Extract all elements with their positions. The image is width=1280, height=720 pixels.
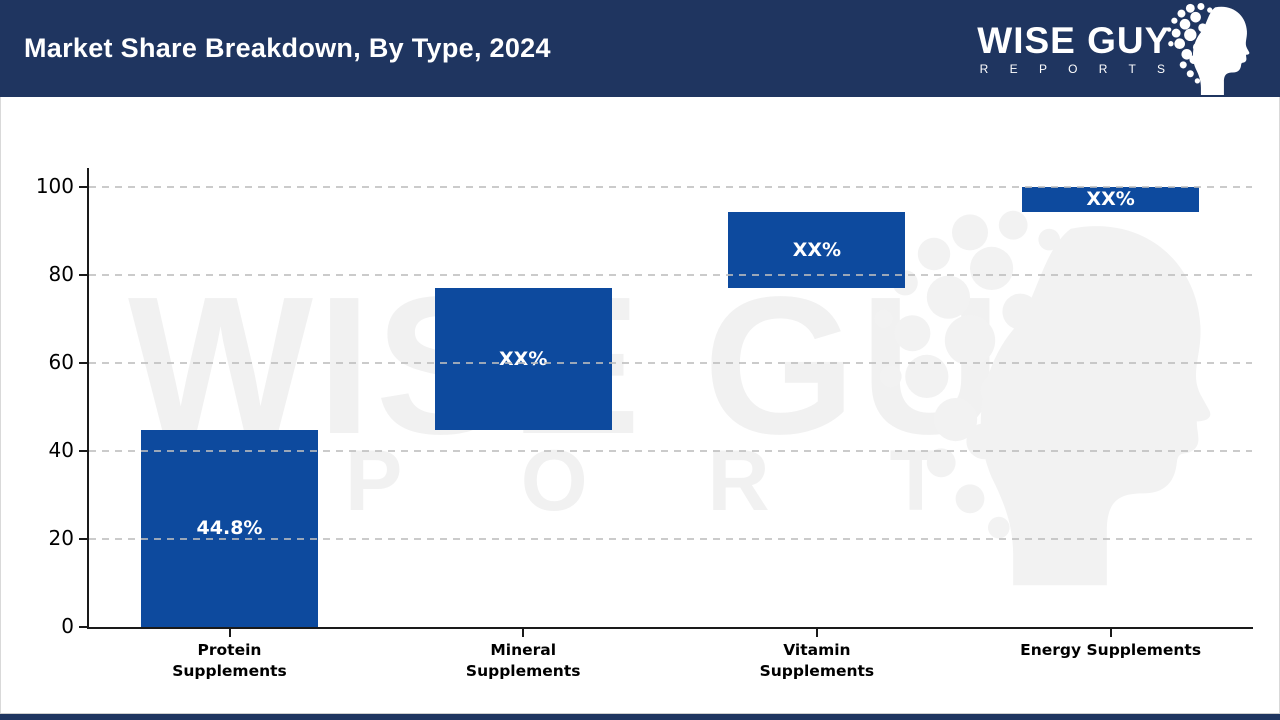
bar-value-label: XX%: [499, 347, 548, 370]
x-tick-mark: [228, 629, 231, 637]
bar-value-label: XX%: [792, 238, 842, 261]
category-label: Vitamin Supplements: [667, 640, 967, 682]
y-tick-label: 40: [48, 438, 74, 462]
category-label-line: Supplements: [172, 662, 287, 680]
y-tick-mark: [79, 362, 87, 364]
category-label: Protein Supplements: [80, 640, 380, 682]
logo-wordmark-main: WISE GUY: [977, 19, 1171, 61]
y-axis-line: [87, 168, 89, 629]
category-label-line: Supplements: [759, 662, 875, 680]
gridline: [89, 186, 1252, 188]
category-label-line: Energy Supplements: [1020, 641, 1202, 659]
wise-guy-logo: WISE GUY R E P O R T S: [974, 2, 1256, 95]
category-label-line: Protein: [197, 641, 262, 659]
bar-value-label: XX%: [1086, 188, 1135, 211]
logo-wordmark-sub: R E P O R T S: [979, 61, 1174, 76]
category-label-line: Vitamin: [783, 641, 851, 659]
y-tick-mark: [79, 538, 87, 540]
gridline: [89, 450, 1252, 452]
y-tick-label: 0: [61, 614, 74, 638]
x-axis-line: [87, 627, 1253, 629]
bar-vitamin-supplements: XX%: [728, 211, 906, 288]
logo-face-icon: [1166, 2, 1250, 95]
bar-mineral-supplements: XX%: [434, 287, 612, 430]
category-label: Energy Supplements: [961, 640, 1261, 661]
watermark-face-icon: [874, 210, 1211, 586]
y-tick-label: 20: [48, 526, 74, 550]
page-title: Market Share Breakdown, By Type, 2024: [24, 33, 551, 63]
gridline: [89, 538, 1252, 540]
gridline: [89, 362, 1252, 364]
gridline: [89, 274, 1252, 276]
bar-protein-supplements: 44.8%: [141, 429, 318, 627]
x-tick-mark: [522, 629, 525, 637]
y-tick-mark: [79, 274, 87, 276]
category-label-line: Supplements: [465, 662, 581, 680]
x-tick-mark: [1109, 629, 1112, 637]
y-tick-label: 60: [48, 350, 74, 374]
y-tick-mark: [79, 450, 87, 452]
x-tick-mark: [815, 629, 818, 637]
y-tick-mark: [79, 626, 87, 628]
bar-energy-supplements: XX%: [1022, 187, 1200, 212]
category-label: Mineral Supplements: [373, 640, 673, 682]
y-tick-label: 80: [48, 262, 74, 286]
logo-wordmark: WISE GUY R E P O R T S: [974, 22, 1174, 76]
header: Market Share Breakdown, By Type, 2024 WI…: [0, 0, 1280, 97]
footer-bar: [0, 713, 1280, 720]
category-label-line: Mineral: [490, 641, 557, 659]
bar-value-label: 44.8%: [196, 517, 263, 540]
y-tick-label: 100: [35, 174, 74, 198]
y-tick-mark: [79, 186, 87, 188]
